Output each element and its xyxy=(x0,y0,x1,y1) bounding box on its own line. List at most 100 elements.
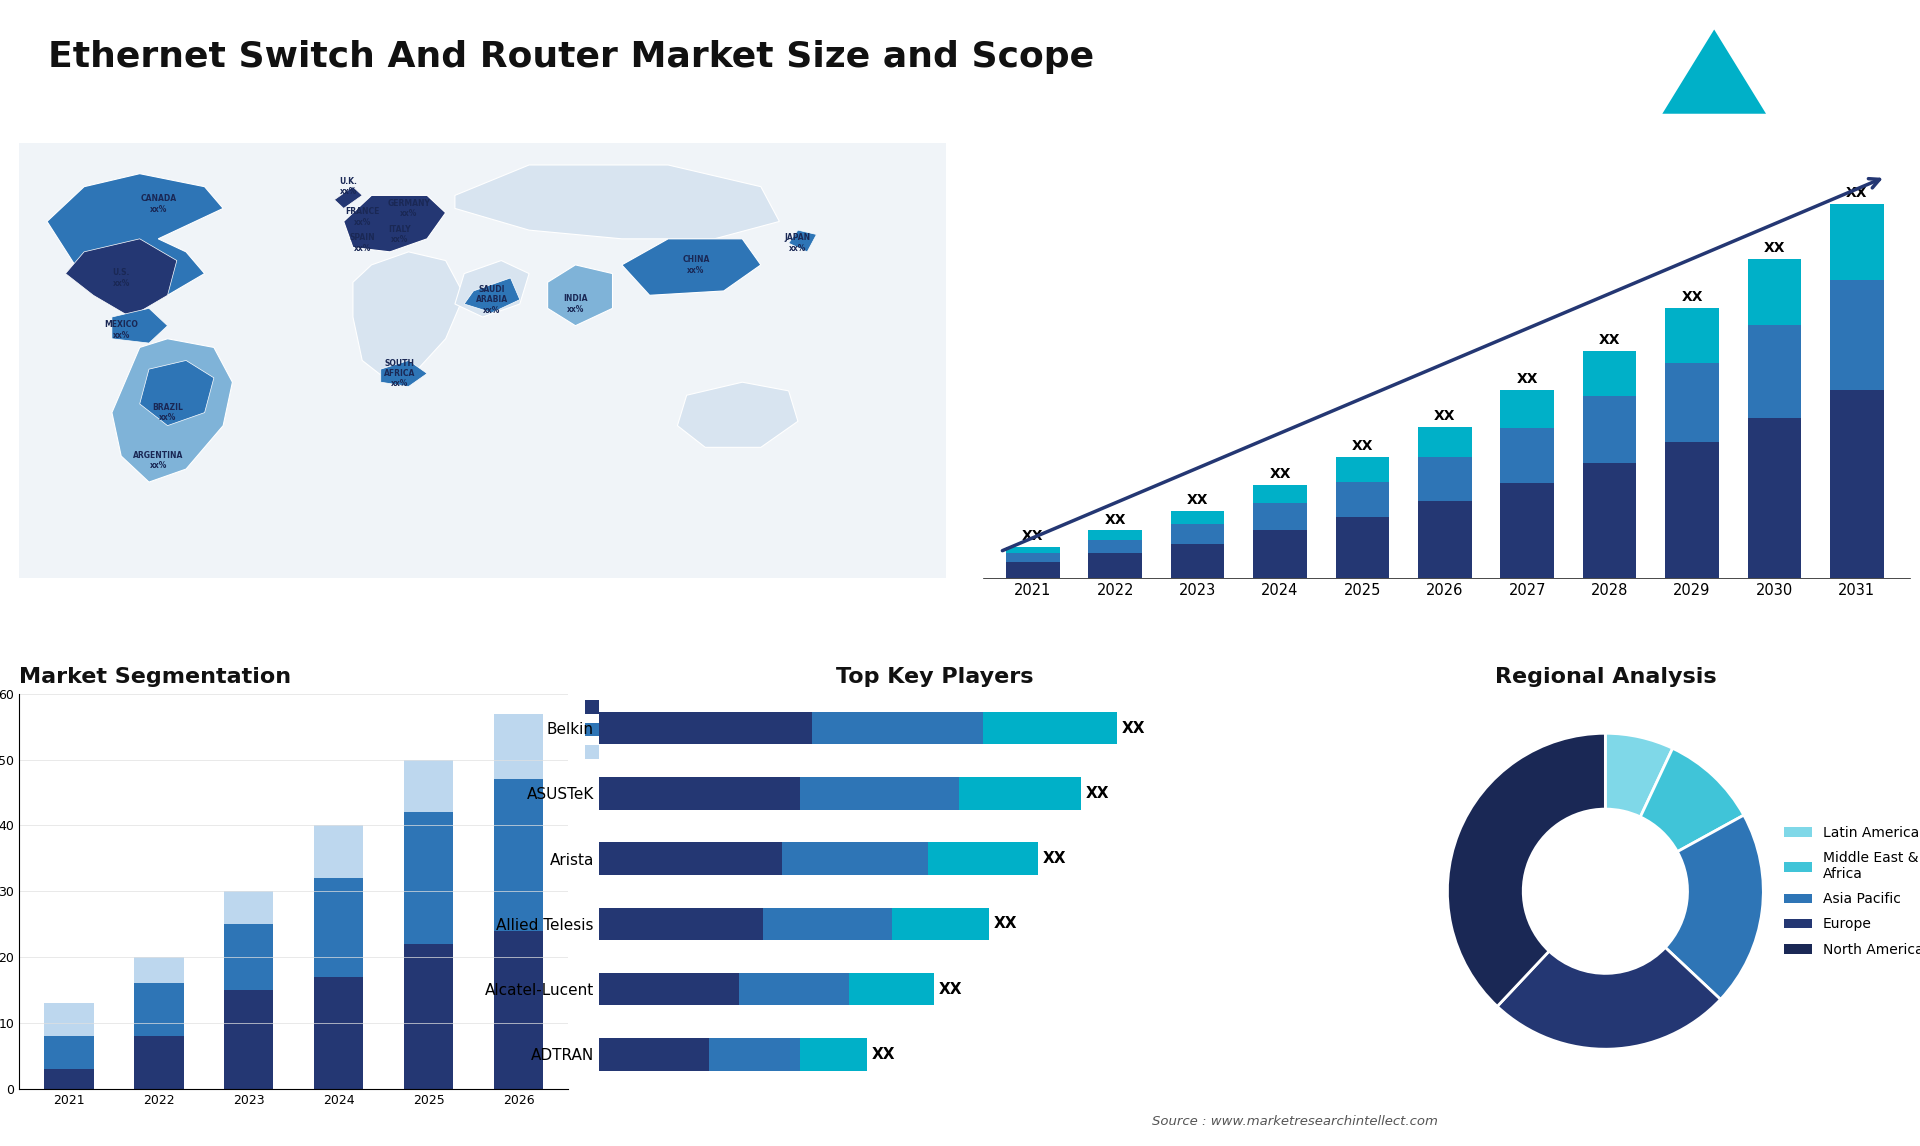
Bar xyxy=(1747,259,1801,324)
Bar xyxy=(1089,554,1142,578)
Bar xyxy=(1582,351,1636,397)
Bar xyxy=(708,1038,801,1070)
Polygon shape xyxy=(1663,30,1766,113)
Bar xyxy=(1665,363,1718,442)
Polygon shape xyxy=(46,174,223,317)
Bar xyxy=(812,712,983,745)
Bar xyxy=(1254,503,1308,531)
Bar xyxy=(1747,417,1801,578)
Text: U.S.
xx%: U.S. xx% xyxy=(113,268,131,288)
Polygon shape xyxy=(789,230,816,252)
Text: CHINA
xx%: CHINA xx% xyxy=(682,256,710,275)
Bar xyxy=(225,990,273,1089)
Bar xyxy=(134,957,184,983)
Polygon shape xyxy=(547,265,612,325)
Bar xyxy=(781,842,927,874)
Text: SAUDI
ARABIA
xx%: SAUDI ARABIA xx% xyxy=(476,284,509,314)
Text: Ethernet Switch And Router Market Size and Scope: Ethernet Switch And Router Market Size a… xyxy=(48,40,1094,74)
Text: ITALY
xx%: ITALY xx% xyxy=(388,225,411,244)
Bar xyxy=(1582,397,1636,463)
Bar xyxy=(44,1003,94,1036)
Bar xyxy=(599,973,739,1005)
Polygon shape xyxy=(465,278,520,313)
Text: MARKET: MARKET xyxy=(1776,48,1826,58)
Bar xyxy=(225,892,273,924)
Text: BRAZIL
xx%: BRAZIL xx% xyxy=(152,403,182,422)
Bar xyxy=(1665,308,1718,363)
Text: XX: XX xyxy=(1104,512,1125,527)
Bar xyxy=(403,944,453,1089)
Bar xyxy=(849,973,935,1005)
Bar xyxy=(599,842,781,874)
Bar xyxy=(1254,485,1308,503)
Wedge shape xyxy=(1605,733,1672,817)
Bar xyxy=(1336,457,1390,481)
Text: XX: XX xyxy=(1121,721,1146,736)
Text: U.K.
xx%: U.K. xx% xyxy=(340,176,357,196)
Bar xyxy=(493,714,543,779)
Text: XX: XX xyxy=(1517,372,1538,386)
Text: XX: XX xyxy=(1764,242,1786,256)
Bar xyxy=(225,924,273,990)
Bar xyxy=(1419,426,1471,457)
Wedge shape xyxy=(1448,733,1605,1006)
Bar xyxy=(1830,390,1884,578)
Bar xyxy=(1500,390,1553,429)
Bar xyxy=(1089,531,1142,540)
Text: XX: XX xyxy=(1269,466,1290,481)
Text: XX: XX xyxy=(939,982,962,997)
Wedge shape xyxy=(1640,748,1743,851)
Bar xyxy=(315,825,363,878)
Polygon shape xyxy=(111,339,232,482)
Bar xyxy=(44,1069,94,1089)
Bar xyxy=(134,1036,184,1089)
Text: Market Segmentation: Market Segmentation xyxy=(19,667,292,686)
Bar xyxy=(493,779,543,931)
Bar xyxy=(1336,517,1390,578)
Text: ARGENTINA
xx%: ARGENTINA xx% xyxy=(132,450,184,470)
Polygon shape xyxy=(678,382,799,447)
Bar xyxy=(739,973,849,1005)
Bar xyxy=(599,777,801,809)
Polygon shape xyxy=(344,195,445,252)
Polygon shape xyxy=(353,252,465,382)
Bar xyxy=(403,760,453,813)
Text: XX: XX xyxy=(872,1047,895,1062)
Polygon shape xyxy=(111,308,167,343)
Polygon shape xyxy=(455,260,530,317)
Text: MEXICO
xx%: MEXICO xx% xyxy=(104,321,138,339)
Bar xyxy=(983,712,1117,745)
Text: INTELLECT: INTELLECT xyxy=(1776,96,1839,107)
Bar xyxy=(1171,511,1225,525)
Bar xyxy=(1336,481,1390,517)
Text: GERMANY
xx%: GERMANY xx% xyxy=(388,198,430,218)
Polygon shape xyxy=(380,361,426,386)
Text: JAPAN
xx%: JAPAN xx% xyxy=(785,234,810,253)
Bar xyxy=(891,908,989,940)
Bar xyxy=(599,1038,708,1070)
Text: Source : www.marketresearchintellect.com: Source : www.marketresearchintellect.com xyxy=(1152,1115,1438,1128)
Text: XX: XX xyxy=(1352,439,1373,454)
Bar xyxy=(1089,540,1142,554)
Title: Top Key Players: Top Key Players xyxy=(835,667,1033,686)
Polygon shape xyxy=(455,165,780,238)
Wedge shape xyxy=(1665,815,1763,999)
Bar xyxy=(599,712,812,745)
Polygon shape xyxy=(334,187,363,209)
Bar xyxy=(1171,525,1225,544)
Bar xyxy=(1419,457,1471,502)
Polygon shape xyxy=(65,238,177,317)
Bar xyxy=(403,813,453,944)
Bar xyxy=(958,777,1081,809)
Bar xyxy=(1665,442,1718,578)
Bar xyxy=(599,908,764,940)
Bar xyxy=(1830,204,1884,281)
Bar xyxy=(1500,484,1553,578)
Bar xyxy=(44,1036,94,1069)
Text: RESEARCH: RESEARCH xyxy=(1776,72,1839,83)
Text: INDIA
xx%: INDIA xx% xyxy=(563,295,588,314)
Bar xyxy=(801,777,958,809)
Bar xyxy=(1419,502,1471,578)
Text: XX: XX xyxy=(1682,290,1703,304)
Text: FRANCE
xx%: FRANCE xx% xyxy=(346,207,380,227)
